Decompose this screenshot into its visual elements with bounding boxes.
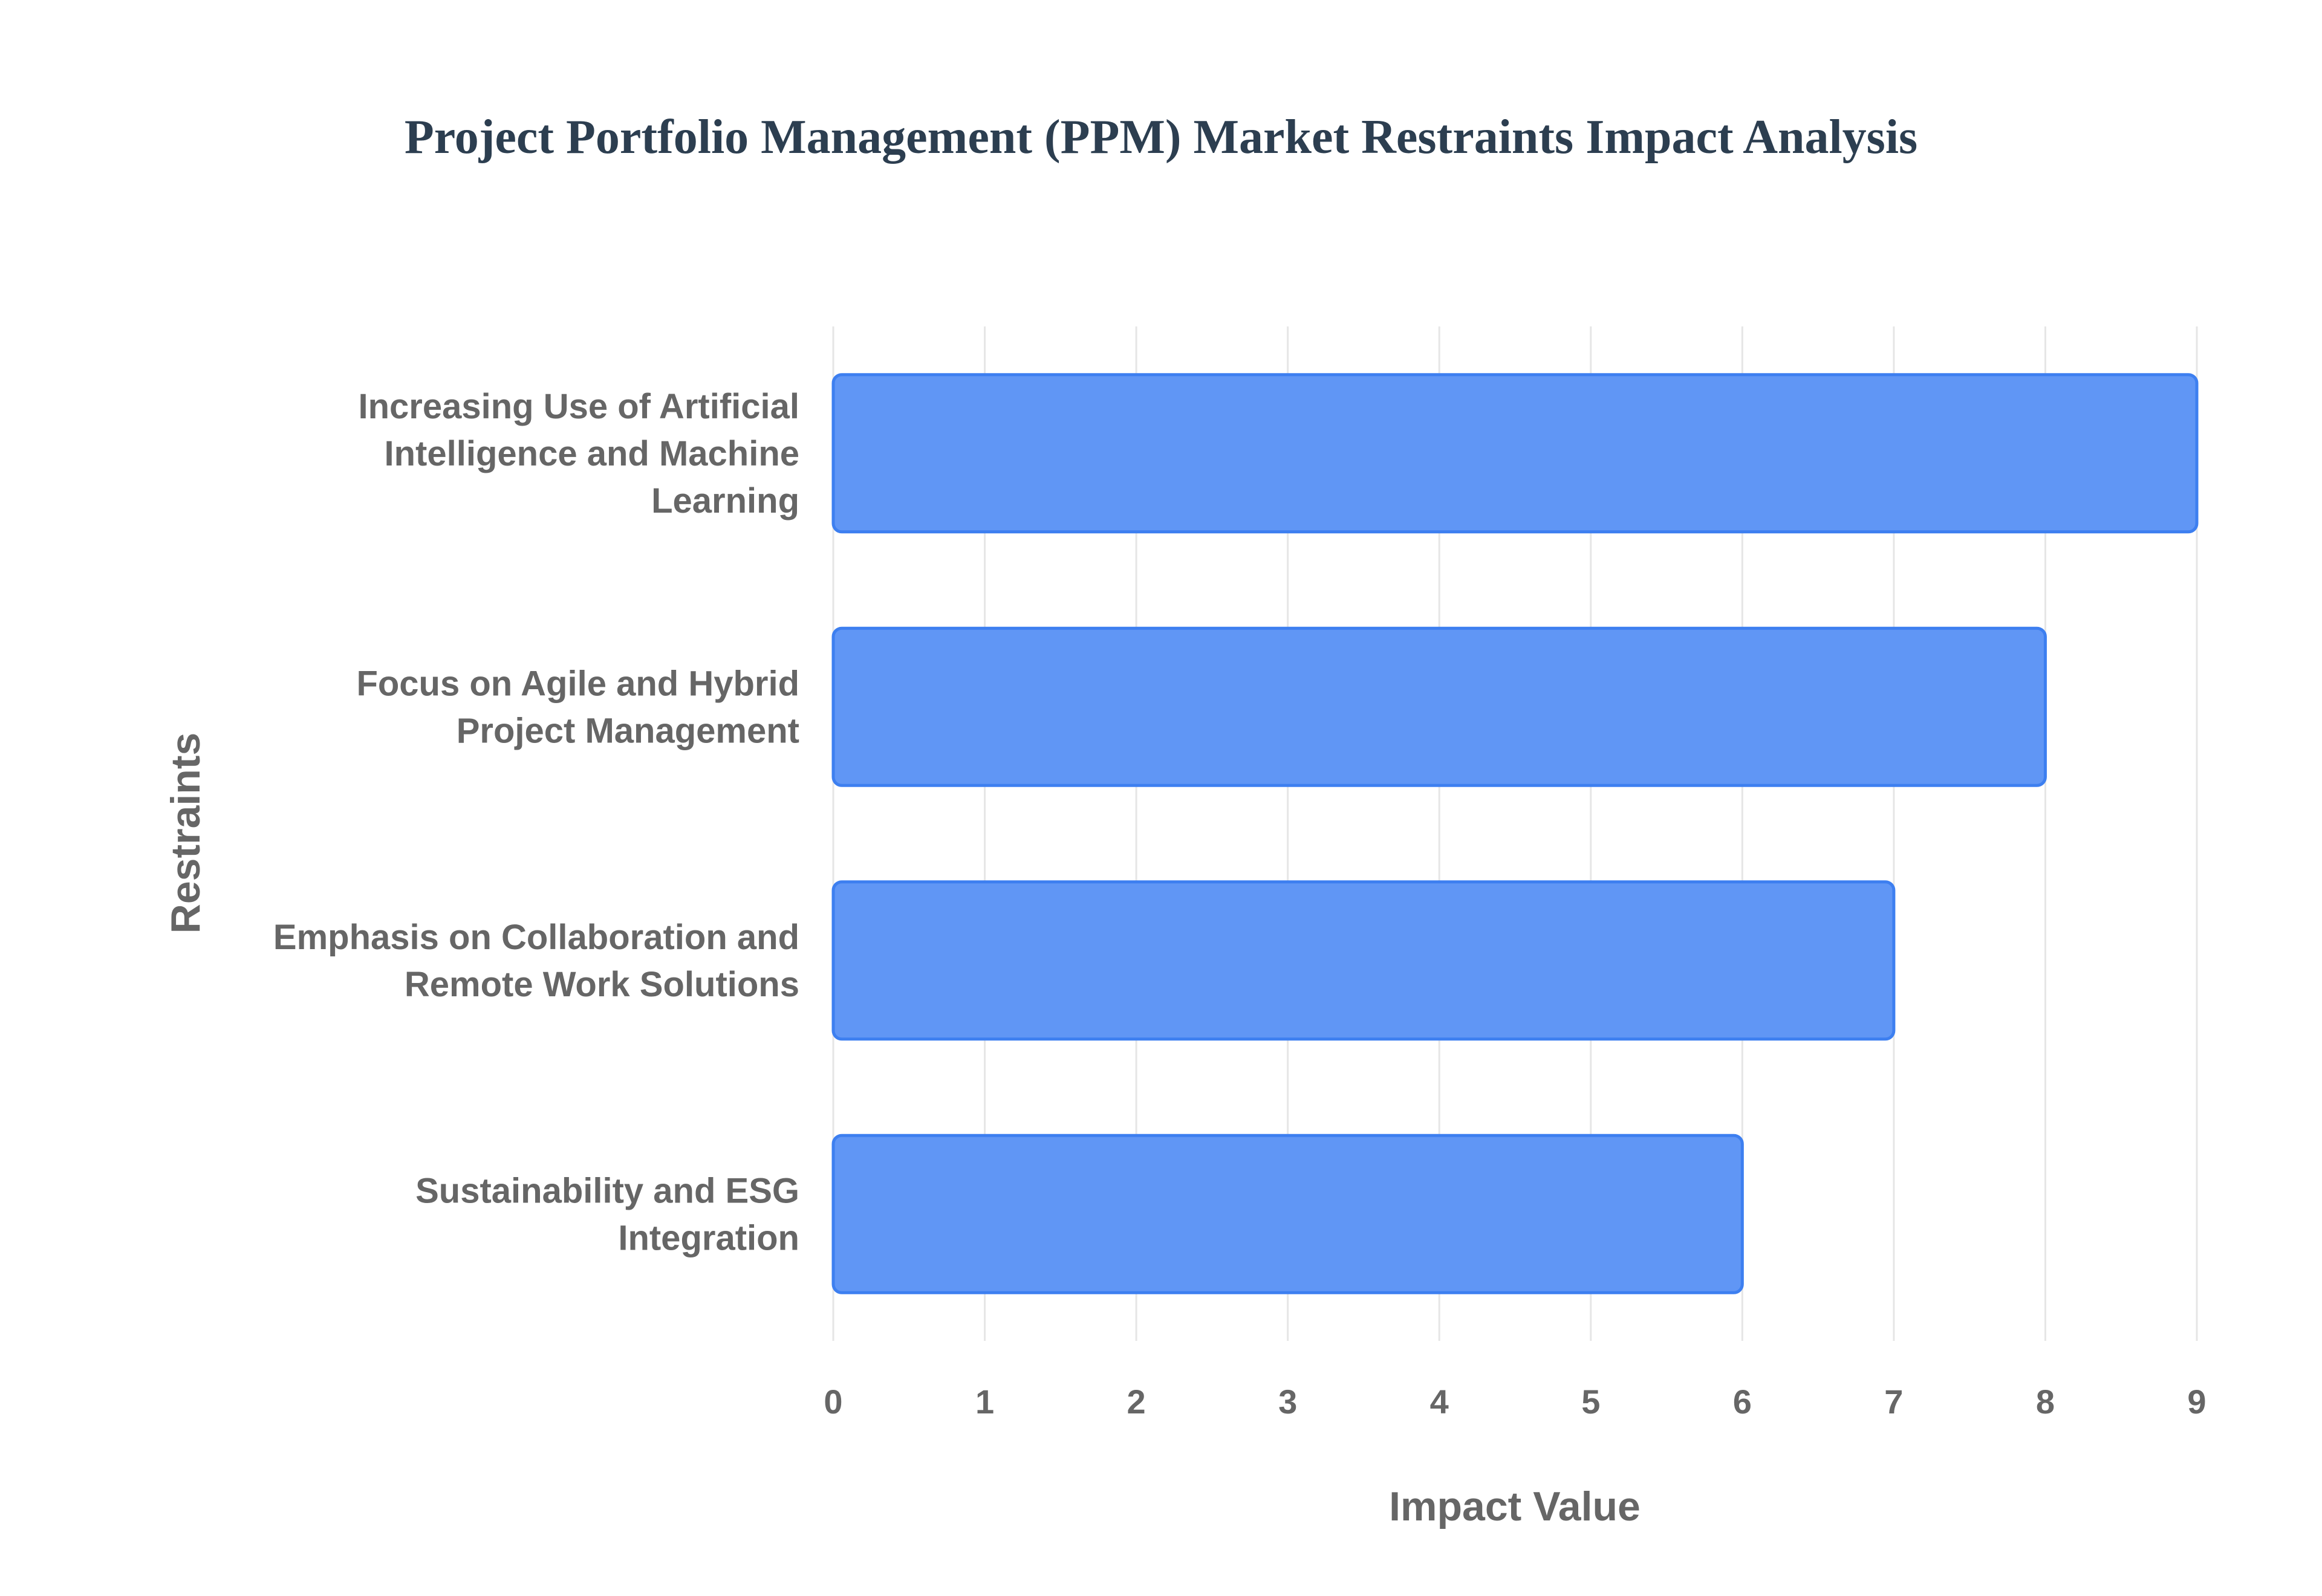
x-tick-label: 7 (1884, 1383, 1903, 1421)
bar[interactable] (831, 626, 2047, 787)
x-tick-label: 3 (1278, 1383, 1297, 1421)
chart-title: Project Portfolio Management (PPM) Marke… (405, 111, 1917, 164)
x-tick-label: 1 (975, 1383, 994, 1421)
x-tick-label: 2 (1127, 1383, 1146, 1421)
x-tick-label: 4 (1430, 1383, 1449, 1421)
x-tick-label: 5 (1581, 1383, 1600, 1421)
x-axis-title: Impact Value (1389, 1484, 1641, 1529)
bars (831, 373, 2199, 1294)
category-label: Sustainability and ESG Integration (415, 1171, 799, 1257)
x-tick-label: 0 (824, 1383, 842, 1421)
x-tick-label: 9 (2187, 1383, 2206, 1421)
bar[interactable] (831, 1134, 1744, 1294)
y-axis-title: Restraints (163, 733, 209, 934)
bar[interactable] (831, 373, 2199, 534)
category-label: Focus on Agile and Hybrid Project Managem… (356, 664, 799, 750)
x-tick-label: 6 (1733, 1383, 1752, 1421)
category-label: Increasing Use of Artificial Intelligence… (358, 387, 799, 521)
bar[interactable] (831, 880, 1896, 1041)
x-tick-labels: 0 1 2 3 4 5 6 7 8 9 (824, 1383, 2206, 1421)
category-label: Emphasis on Collaboration and Remote Work… (273, 918, 799, 1004)
x-tick-label: 8 (2036, 1383, 2055, 1421)
category-labels: Increasing Use of Artificial Intelligence… (273, 387, 799, 1258)
